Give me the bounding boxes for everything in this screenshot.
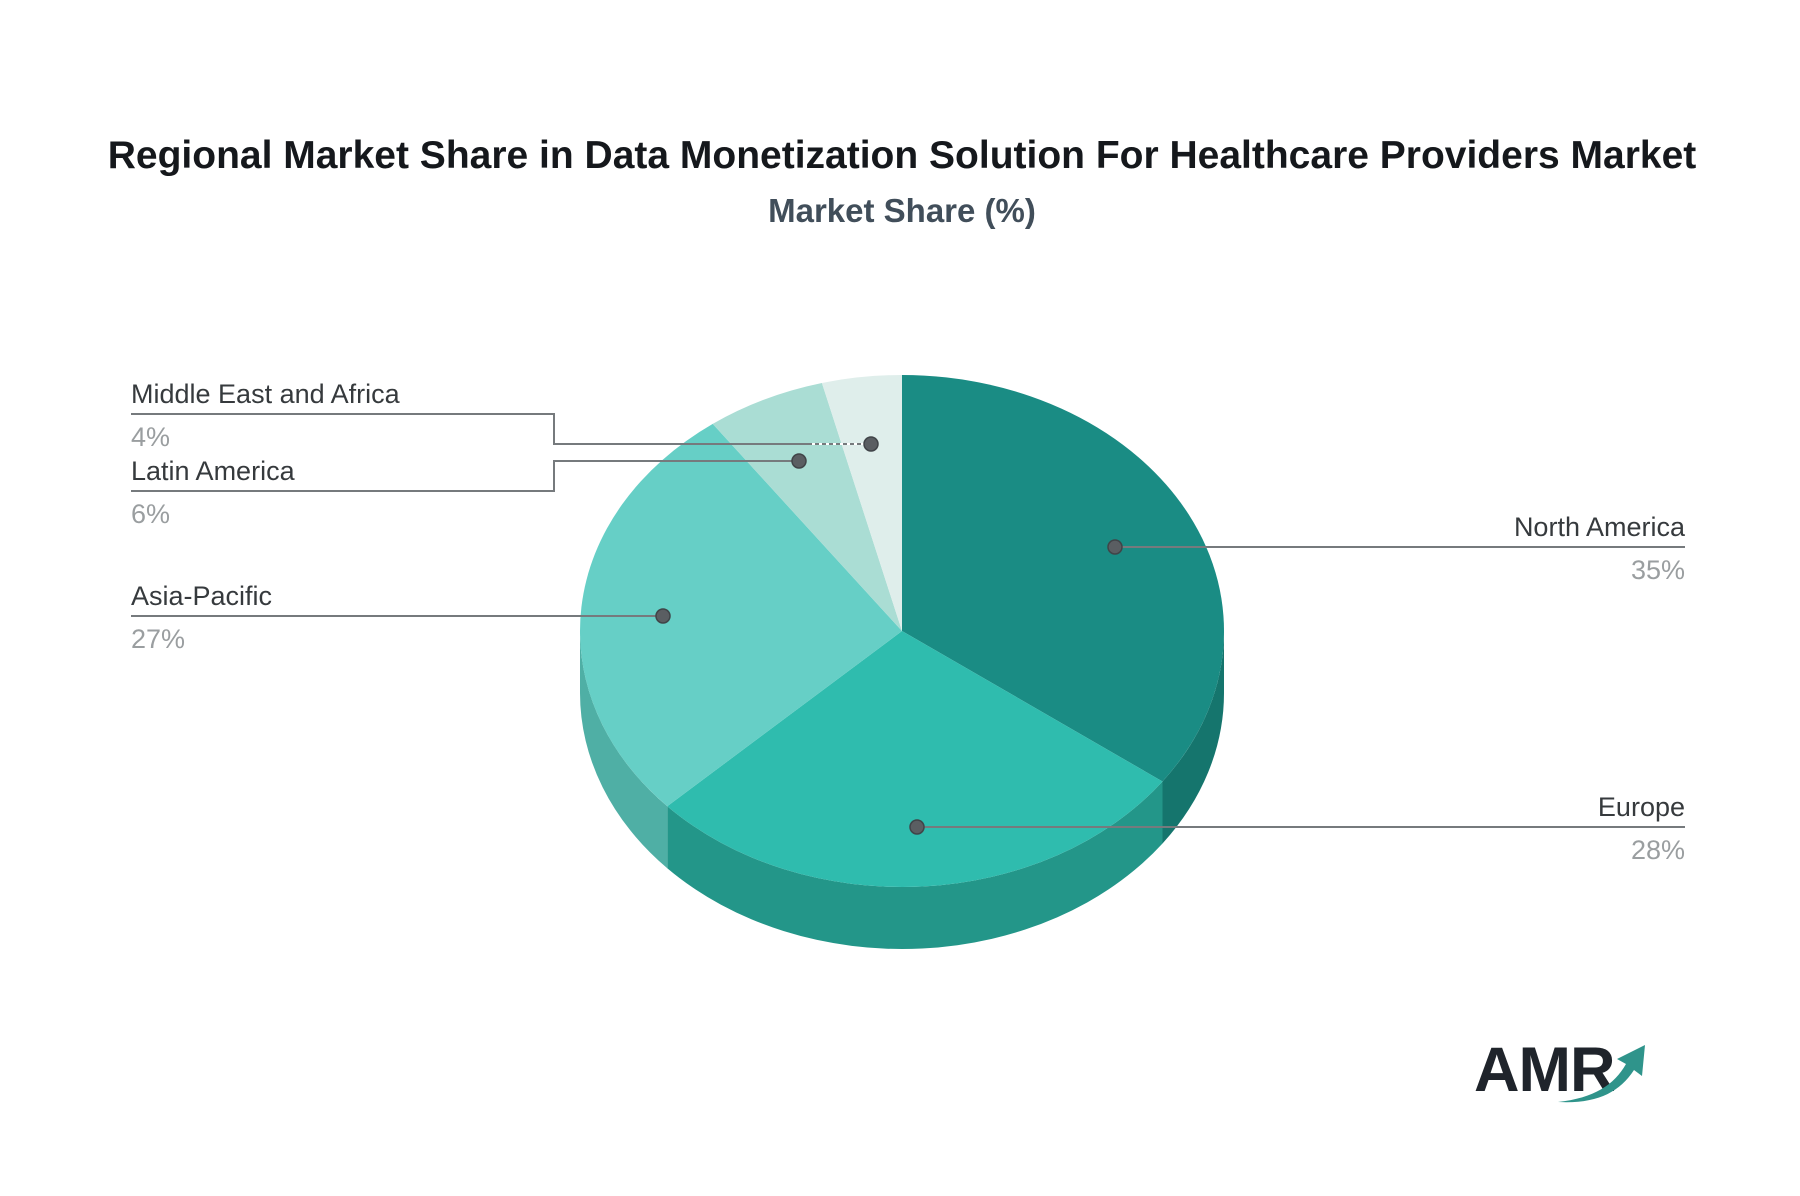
slice-label: North America bbox=[1513, 512, 1685, 542]
leader-dot-middle-east-and-africa bbox=[863, 436, 879, 452]
pie-slice-side-europe bbox=[667, 781, 1163, 949]
pie-slice-latin-america[interactable] bbox=[712, 383, 902, 631]
chart-title: Regional Market Share in Data Monetizati… bbox=[107, 134, 1697, 177]
leader-dot-latin-america bbox=[791, 453, 807, 469]
amr-logo-arrow-icon bbox=[1558, 1045, 1645, 1103]
leader-dot-north-america bbox=[1107, 539, 1123, 555]
callout-asia-pacific: Asia-Pacific 27% bbox=[131, 580, 272, 655]
pie-slice-asia-pacific[interactable] bbox=[580, 423, 902, 807]
pie-slice-europe[interactable] bbox=[667, 631, 1163, 887]
pie-slice-side-north-america bbox=[1162, 631, 1224, 844]
slice-label: Middle East and Africa bbox=[131, 379, 400, 409]
slice-label: Latin America bbox=[131, 456, 295, 486]
chart-subtitle: Market Share (%) bbox=[768, 192, 1036, 229]
slice-label: Europe bbox=[1597, 792, 1685, 822]
callout-europe: Europe 28% bbox=[1598, 791, 1685, 866]
callout-latin-america: Latin America 6% bbox=[131, 455, 295, 530]
slice-percent: 4% bbox=[131, 422, 171, 452]
slice-percent: 27% bbox=[131, 624, 186, 654]
leader-dot-asia-pacific bbox=[655, 608, 671, 624]
slice-label: Asia-Pacific bbox=[131, 581, 273, 611]
leader-line-middle-east-and-africa bbox=[131, 413, 871, 445]
leader-dot-europe bbox=[909, 819, 925, 835]
pie-slice-north-america[interactable] bbox=[902, 375, 1224, 782]
slice-percent: 35% bbox=[1630, 555, 1685, 585]
amr-logo-text: AMR bbox=[1474, 1035, 1615, 1105]
slice-percent: 28% bbox=[1630, 835, 1685, 865]
callout-north-america: North America 35% bbox=[1514, 511, 1685, 586]
amr-logo: AMR bbox=[1474, 1034, 1674, 1124]
pie-slice-middle-east-and-africa[interactable] bbox=[821, 375, 902, 631]
leader-line-latin-america bbox=[131, 460, 799, 492]
slice-percent: 6% bbox=[131, 499, 171, 529]
pie-slice-side-asia-pacific bbox=[580, 631, 668, 869]
callout-middle-east-and-africa: Middle East and Africa 4% bbox=[131, 378, 400, 453]
